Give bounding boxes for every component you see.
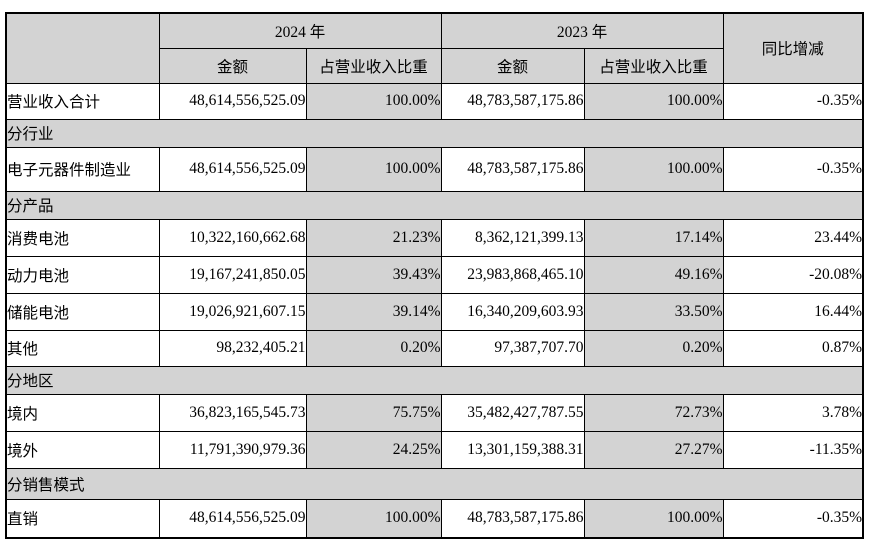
section-row: 分地区	[5, 365, 864, 395]
yoy-change: 0.87%	[722, 329, 864, 367]
row-label: 电子元器件制造业	[5, 146, 160, 192]
row-label: 动力电池	[5, 255, 160, 294]
amount-2024: 19,167,241,850.05	[158, 255, 307, 294]
row-label: 其他	[5, 329, 160, 367]
header-row-metrics: 金额 占营业收入比重 金额 占营业收入比重	[6, 47, 863, 84]
table-row: 境外 11,791,390,979.36 24.25% 13,301,159,388.…	[5, 430, 864, 469]
amount-2023: 48,783,587,175.86	[440, 82, 585, 120]
yoy-change: 3.78%	[722, 393, 864, 432]
revenue-breakdown-table: 2024 年 2023 年 同比增减 金额 占营业收入比重 金额 占营业收入比重…	[5, 12, 865, 539]
row-label: 储能电池	[5, 292, 160, 331]
table-row: 电子元器件制造业 48,614,556,525.09 100.00% 48,783,5…	[5, 146, 864, 192]
amount-2024: 98,232,405.21	[158, 329, 307, 367]
share-2023: 33.50%	[583, 292, 724, 331]
amount-2024: 36,823,165,545.73	[158, 393, 307, 432]
section-row: 分销售模式	[5, 467, 864, 500]
row-label: 境外	[5, 430, 160, 469]
header-row-years: 2024 年 2023 年 同比增减	[5, 12, 864, 84]
share-2023: 100.00%	[583, 82, 724, 120]
share-2024: 39.14%	[305, 292, 442, 331]
header-year-2024: 2024 年	[158, 12, 442, 49]
table-row: 营业收入合计 48,614,556,525.09 100.00% 48,783,587…	[5, 82, 864, 120]
amount-2024: 11,791,390,979.36	[158, 430, 307, 469]
share-2024: 39.43%	[305, 255, 442, 294]
table-row: 动力电池 19,167,241,850.05 39.43% 23,983,868,46…	[5, 255, 864, 294]
section-label: 分地区	[5, 365, 864, 395]
share-2023: 17.14%	[583, 218, 724, 257]
amount-2024: 48,614,556,525.09	[158, 498, 307, 539]
yoy-change: -0.35%	[722, 498, 864, 539]
amount-2023: 48,783,587,175.86	[440, 498, 585, 539]
header-yoy-change: 同比增减	[722, 12, 864, 84]
share-2024: 75.75%	[305, 393, 442, 432]
amount-2023: 23,983,868,465.10	[440, 255, 585, 294]
table-row: 直销 48,614,556,525.09 100.00% 48,783,587,175…	[5, 498, 864, 539]
header-amount-2024: 金额	[158, 47, 307, 84]
amount-2023: 35,482,427,787.55	[440, 393, 585, 432]
section-label: 分产品	[5, 190, 864, 220]
yoy-change: -11.35%	[722, 430, 864, 469]
section-label: 分销售模式	[5, 467, 864, 500]
row-label: 消费电池	[5, 218, 160, 257]
section-row: 分行业	[5, 118, 864, 148]
share-2023: 49.16%	[583, 255, 724, 294]
table-row: 境内 36,823,165,545.73 75.75% 35,482,427,787.…	[5, 393, 864, 432]
header-share-2024: 占营业收入比重	[305, 47, 442, 84]
amount-2023: 8,362,121,399.13	[440, 218, 585, 257]
header-amount-2023: 金额	[440, 47, 585, 84]
share-2024: 0.20%	[305, 329, 442, 367]
yoy-change: -0.35%	[722, 82, 864, 120]
table-body: 营业收入合计 48,614,556,525.09 100.00% 48,783,587…	[5, 82, 864, 539]
yoy-change: -20.08%	[722, 255, 864, 294]
amount-2023: 97,387,707.70	[440, 329, 585, 367]
amount-2024: 48,614,556,525.09	[158, 146, 307, 192]
share-2024: 24.25%	[305, 430, 442, 469]
amount-2024: 48,614,556,525.09	[158, 82, 307, 120]
amount-2023: 48,783,587,175.86	[440, 146, 585, 192]
amount-2023: 16,340,209,603.93	[440, 292, 585, 331]
table-row: 其他 98,232,405.21 0.20% 97,387,707.70 0.20% 0.…	[5, 329, 864, 367]
yoy-change: -0.35%	[722, 146, 864, 192]
share-2024: 100.00%	[305, 146, 442, 192]
amount-2023: 13,301,159,388.31	[440, 430, 585, 469]
amount-2024: 10,322,160,662.68	[158, 218, 307, 257]
section-label: 分行业	[5, 118, 864, 148]
yoy-change: 16.44%	[722, 292, 864, 331]
share-2024: 21.23%	[305, 218, 442, 257]
row-label: 境内	[5, 393, 160, 432]
share-2023: 100.00%	[583, 146, 724, 192]
revenue-breakdown-table-container: 2024 年 2023 年 同比增减 金额 占营业收入比重 金额 占营业收入比重…	[5, 12, 865, 539]
table-row: 储能电池 19,026,921,607.15 39.14% 16,340,209,60…	[5, 292, 864, 331]
header-share-2023: 占营业收入比重	[583, 47, 724, 84]
share-2023: 72.73%	[583, 393, 724, 432]
share-2023: 100.00%	[583, 498, 724, 539]
amount-2024: 19,026,921,607.15	[158, 292, 307, 331]
share-2024: 100.00%	[305, 498, 442, 539]
table-row: 消费电池 10,322,160,662.68 21.23% 8,362,121,399…	[5, 218, 864, 257]
row-label: 直销	[5, 498, 160, 539]
header-year-2023: 2023 年	[440, 12, 724, 49]
share-2023: 27.27%	[583, 430, 724, 469]
section-row: 分产品	[5, 190, 864, 220]
row-label: 营业收入合计	[5, 82, 160, 120]
yoy-change: 23.44%	[722, 218, 864, 257]
header-corner-cell	[5, 12, 160, 84]
share-2023: 0.20%	[583, 329, 724, 367]
share-2024: 100.00%	[305, 82, 442, 120]
